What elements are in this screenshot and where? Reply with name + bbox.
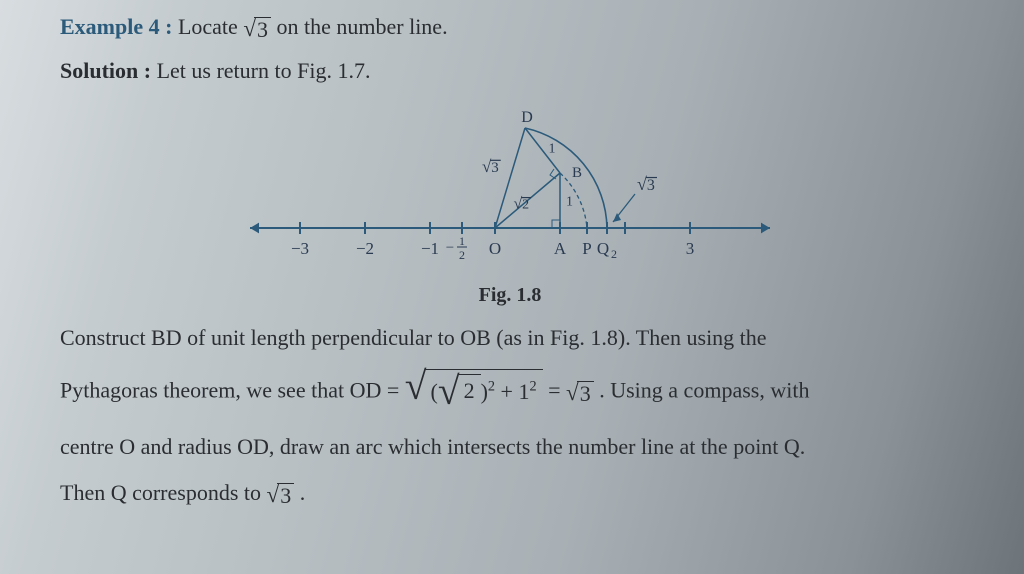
example-label: Example 4 :	[60, 14, 172, 39]
svg-text:3: 3	[686, 239, 695, 258]
svg-text:1: 1	[566, 195, 573, 210]
result-sqrt: √ 3	[566, 381, 594, 405]
svg-text:1: 1	[549, 142, 556, 157]
figure: −3−2−1−12OAPQ23DB√3√211√3	[60, 98, 960, 278]
body-p4: Then Q corresponds to √ 3 .	[60, 476, 960, 510]
svg-text:O: O	[489, 239, 501, 258]
body-p2: Pythagoras theorem, we see that OD = √ (…	[60, 369, 960, 416]
inner-sqrt: √2	[438, 374, 481, 414]
svg-text:2: 2	[522, 198, 529, 213]
solution-line: Solution : Let us return to Fig. 1.7.	[60, 54, 960, 88]
solution-text: Let us return to Fig. 1.7.	[157, 58, 371, 83]
svg-text:Q: Q	[597, 239, 609, 258]
svg-text:−1: −1	[421, 239, 439, 258]
svg-text:P: P	[582, 239, 591, 258]
svg-text:−2: −2	[356, 239, 374, 258]
example-text-before: Locate	[178, 14, 243, 39]
example-line: Example 4 : Locate √ 3 on the number lin…	[60, 10, 960, 44]
example-text-after: on the number line.	[277, 14, 448, 39]
svg-text:−3: −3	[291, 239, 309, 258]
final-sqrt: √ 3	[267, 483, 295, 507]
svg-text:√: √	[514, 196, 523, 213]
figure-caption: Fig. 1.8	[60, 284, 960, 307]
body-p3: centre O and radius OD, draw an arc whic…	[60, 430, 960, 464]
svg-text:A: A	[554, 239, 567, 258]
svg-text:3: 3	[491, 160, 499, 176]
svg-text:B: B	[572, 165, 582, 181]
svg-text:2: 2	[611, 247, 617, 261]
body-p1: Construct BD of unit length perpendicula…	[60, 321, 960, 355]
svg-text:−: −	[446, 240, 454, 256]
sqrt-3-inline: √ 3	[243, 17, 271, 41]
svg-text:1: 1	[459, 234, 465, 248]
solution-label: Solution :	[60, 58, 151, 83]
figure-svg: −3−2−1−12OAPQ23DB√3√211√3	[230, 98, 790, 273]
svg-text:D: D	[521, 109, 533, 126]
svg-text:3: 3	[647, 177, 655, 194]
svg-text:√: √	[637, 174, 647, 194]
big-sqrt: √ (√2)2 + 12	[405, 369, 543, 416]
svg-text:2: 2	[459, 248, 465, 262]
